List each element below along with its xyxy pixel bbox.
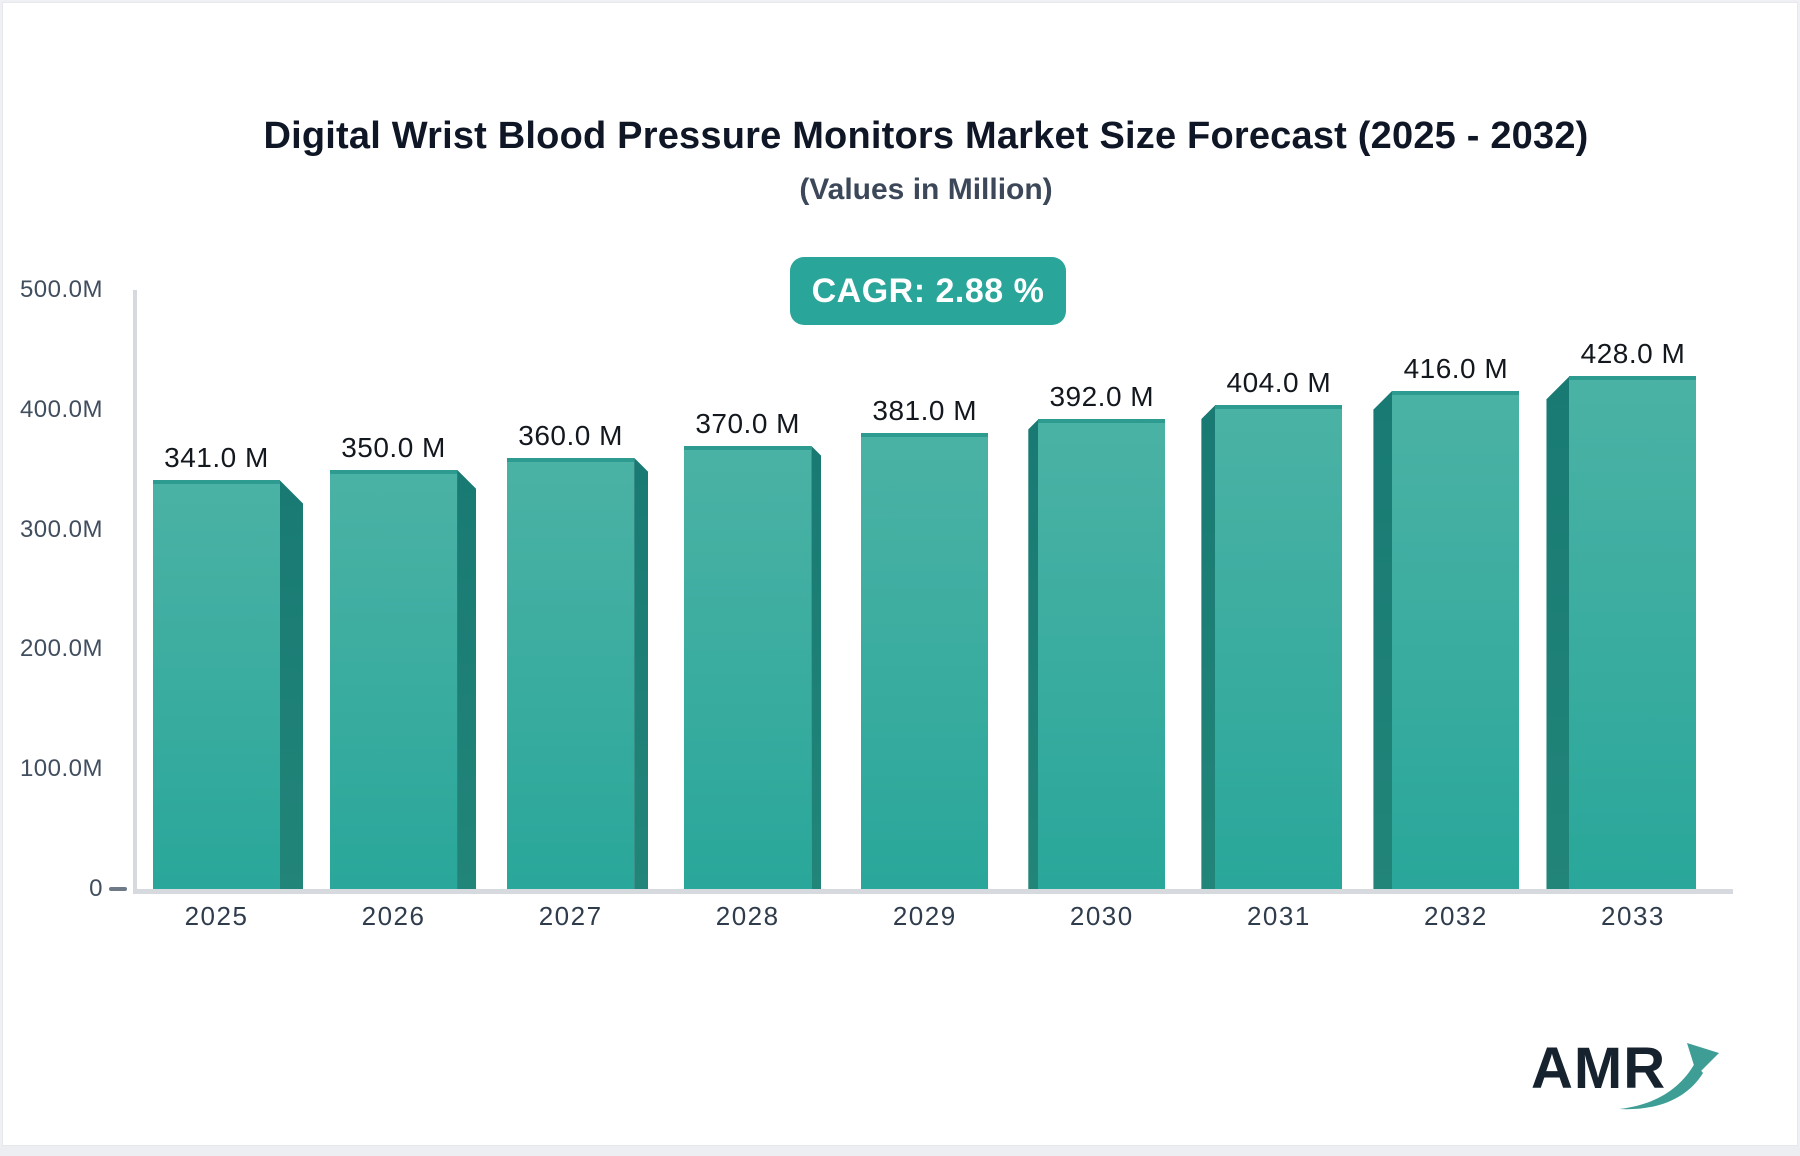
bar-value-label: 360.0 M [518, 419, 623, 451]
y-axis-tick-label: 400.0M [19, 395, 103, 423]
x-axis-tick-label: 2028 [715, 901, 780, 931]
bar-value-label: 370.0 M [695, 407, 800, 439]
bar-3d-side [811, 445, 822, 889]
bar-top-edge [1392, 390, 1520, 395]
bar-top-edge [507, 457, 635, 462]
bar-3d-side [634, 457, 649, 889]
bar-value-label: 350.0 M [341, 431, 446, 463]
bar-top-edge [1038, 419, 1166, 424]
bar-2028 [684, 445, 812, 889]
bar-value-label: 416.0 M [1403, 352, 1509, 384]
y-axis-tick-label: 0 [89, 875, 103, 902]
bar-3d-side [1373, 390, 1393, 889]
bar-3d-side [1201, 405, 1216, 889]
bar-top-edge [330, 469, 458, 474]
bar-value-label: 392.0 M [1049, 381, 1155, 413]
bar-3d-side [457, 469, 477, 889]
bar-3d-side [280, 480, 303, 889]
x-axis-line [133, 889, 1733, 894]
x-axis-tick-label: 2033 [1601, 901, 1665, 931]
growth-arrow-icon [1619, 1043, 1719, 1110]
y-axis-tick-label: 100.0M [19, 755, 103, 783]
bar-2030 [1038, 419, 1166, 889]
bar-2027 [507, 457, 635, 889]
y-axis-tick-label: 300.0M [19, 515, 103, 543]
bar-top-edge [1215, 405, 1343, 409]
y-axis-line [133, 290, 137, 891]
bar-value-label: 341.0 M [164, 442, 269, 474]
brand-logo: AMR [1531, 1033, 1721, 1117]
bar-2026 [330, 469, 458, 889]
x-axis-tick-label: 2026 [361, 901, 426, 931]
bar-2033 [1569, 376, 1697, 889]
brand-logo-text: AMR [1531, 1036, 1667, 1101]
y-axis-tick-label: 500.0M [19, 276, 103, 303]
bar-2031 [1215, 405, 1343, 889]
x-axis-tick-label: 2029 [892, 901, 957, 931]
chart-subtitle: (Values in Million) [799, 173, 1053, 206]
y-axis-tick-label: 200.0M [19, 635, 103, 663]
x-axis-tick-label: 2025 [184, 901, 249, 931]
x-axis-tick-label: 2032 [1423, 901, 1488, 931]
bar-3d-side [1546, 376, 1570, 889]
x-axis-tick-label: 2027 [538, 901, 603, 931]
bottom-strip [0, 1146, 1800, 1156]
zero-tick-mark [109, 887, 127, 891]
cagr-badge: CAGR: 2.88 % [790, 257, 1066, 325]
bar-top-edge [1569, 376, 1697, 381]
x-axis-tick-label: 2030 [1069, 901, 1134, 931]
bar-2032 [1392, 390, 1520, 889]
bar-value-label: 404.0 M [1226, 367, 1332, 398]
bar-top-edge [684, 445, 812, 450]
bar-value-label: 381.0 M [872, 394, 978, 426]
bar-2029 [861, 432, 989, 889]
bar-top-edge [153, 480, 280, 485]
x-axis-tick-label: 2031 [1246, 901, 1311, 931]
bar-2025 [153, 480, 280, 889]
bar-value-label: 428.0 M [1580, 338, 1686, 370]
chart-title: Digital Wrist Blood Pressure Monitors Ma… [263, 115, 1589, 157]
bar-top-edge [861, 432, 989, 437]
bar-3d-side [1028, 419, 1039, 889]
